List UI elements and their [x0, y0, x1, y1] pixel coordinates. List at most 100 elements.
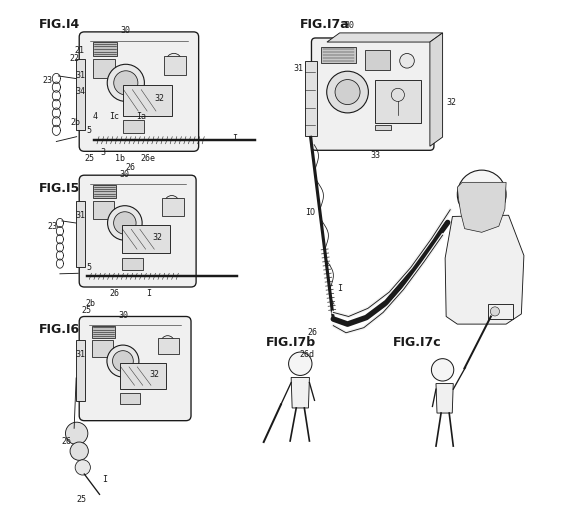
- Circle shape: [161, 336, 174, 349]
- Circle shape: [327, 71, 368, 113]
- Bar: [375, 125, 391, 130]
- Circle shape: [399, 54, 414, 68]
- Text: I: I: [146, 289, 151, 297]
- Text: 1b: 1b: [115, 154, 125, 164]
- Text: FIG.I7a: FIG.I7a: [300, 18, 350, 31]
- Text: 26: 26: [109, 289, 119, 297]
- Circle shape: [289, 352, 312, 376]
- Text: FIG.I7b: FIG.I7b: [266, 336, 316, 349]
- Text: 26e: 26e: [140, 154, 155, 164]
- Text: 30: 30: [121, 27, 131, 35]
- Text: 30: 30: [118, 311, 128, 320]
- Bar: [121, 258, 143, 270]
- Text: I: I: [337, 284, 342, 293]
- Bar: [76, 201, 85, 267]
- Circle shape: [432, 359, 454, 381]
- Bar: [93, 326, 115, 338]
- Text: Ia: Ia: [136, 112, 146, 121]
- Text: 4: 4: [93, 112, 98, 121]
- Text: 26: 26: [307, 328, 317, 337]
- Bar: [375, 80, 421, 123]
- Polygon shape: [430, 33, 442, 146]
- Circle shape: [70, 442, 88, 460]
- Bar: [76, 340, 85, 402]
- FancyBboxPatch shape: [311, 38, 434, 150]
- FancyBboxPatch shape: [79, 316, 191, 421]
- Circle shape: [66, 422, 88, 445]
- Text: 31: 31: [75, 350, 85, 359]
- Circle shape: [457, 170, 506, 219]
- Text: FIG.I6: FIG.I6: [38, 322, 80, 336]
- Text: 33: 33: [370, 151, 380, 160]
- Circle shape: [335, 80, 360, 105]
- Polygon shape: [457, 182, 506, 233]
- Circle shape: [114, 212, 136, 234]
- Text: 25: 25: [77, 495, 87, 504]
- Bar: [93, 185, 116, 198]
- Text: 31: 31: [293, 63, 303, 73]
- Text: Ic: Ic: [109, 112, 119, 121]
- Text: 2b: 2b: [86, 299, 95, 308]
- Circle shape: [490, 307, 499, 316]
- Text: IO: IO: [306, 208, 315, 217]
- Text: I: I: [102, 475, 107, 483]
- Bar: [364, 51, 390, 70]
- Text: 32: 32: [153, 234, 163, 242]
- Text: 31: 31: [75, 71, 85, 80]
- Bar: [123, 120, 145, 133]
- Circle shape: [114, 71, 138, 95]
- Bar: [93, 59, 115, 79]
- Circle shape: [166, 53, 181, 68]
- Bar: [159, 338, 179, 355]
- Text: 23: 23: [47, 222, 57, 230]
- Text: 3: 3: [101, 148, 105, 157]
- Text: 23: 23: [42, 76, 52, 85]
- Circle shape: [107, 345, 139, 377]
- Text: FIG.I4: FIG.I4: [38, 18, 80, 31]
- Polygon shape: [327, 33, 442, 42]
- Text: 5: 5: [86, 126, 91, 135]
- Text: 30: 30: [120, 170, 130, 179]
- Text: 26d: 26d: [299, 350, 314, 359]
- Text: 30: 30: [345, 21, 355, 30]
- Circle shape: [112, 351, 133, 371]
- Bar: [121, 225, 170, 253]
- Text: 31: 31: [75, 212, 85, 220]
- Polygon shape: [291, 378, 310, 408]
- FancyBboxPatch shape: [79, 175, 196, 287]
- Text: 5: 5: [86, 263, 91, 272]
- Text: FIG.I7c: FIG.I7c: [393, 336, 442, 349]
- Text: 25: 25: [81, 306, 92, 315]
- Circle shape: [75, 460, 90, 475]
- Bar: [162, 198, 184, 216]
- Circle shape: [107, 64, 145, 101]
- Bar: [93, 42, 117, 56]
- Bar: [93, 201, 114, 219]
- Text: 34: 34: [75, 87, 85, 96]
- Bar: [305, 61, 316, 136]
- Circle shape: [164, 196, 179, 210]
- Text: 21: 21: [75, 45, 85, 55]
- Text: 2b: 2b: [71, 118, 81, 127]
- Polygon shape: [445, 215, 524, 324]
- Bar: [164, 56, 186, 75]
- Bar: [321, 47, 355, 63]
- Text: 25: 25: [85, 154, 95, 164]
- Text: 22: 22: [69, 54, 80, 63]
- FancyBboxPatch shape: [79, 32, 199, 151]
- Text: 32: 32: [446, 98, 456, 107]
- Text: 32: 32: [149, 370, 159, 379]
- Text: I: I: [232, 134, 237, 143]
- Text: FIG.I5: FIG.I5: [38, 182, 80, 195]
- Text: 26: 26: [125, 163, 135, 172]
- Bar: [120, 363, 166, 389]
- Bar: [93, 340, 113, 357]
- Bar: [123, 85, 172, 115]
- Polygon shape: [436, 384, 453, 413]
- Bar: [488, 304, 512, 319]
- Text: 26: 26: [62, 436, 72, 446]
- Bar: [120, 393, 140, 404]
- Bar: [76, 59, 85, 130]
- Circle shape: [107, 206, 142, 240]
- Text: 32: 32: [154, 95, 164, 103]
